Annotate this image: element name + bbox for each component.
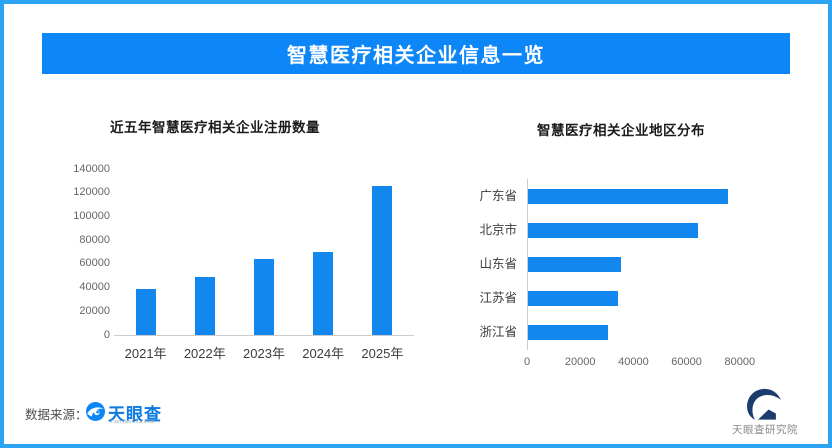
region-chart-x-tick-label: 80000 [724,356,756,368]
registration-chart-y-tick-label: 80000 [79,233,110,246]
region-chart-y-category-label: 山东省 [479,257,517,271]
region-chart-x-tick-label: 60000 [671,356,702,368]
data-source-label: 数据来源： [25,408,88,422]
registration-chart-y-tick-label: 40000 [79,281,110,294]
region-bar [528,188,728,204]
research-institute-logo-text: 天眼查研究院 [732,424,798,436]
registration-chart-x-category-label: 2021年 [124,346,167,361]
research-institute-logo-icon [747,388,781,420]
region-chart-y-category-label: 浙江省 [479,325,517,340]
region-bar [528,222,699,238]
region-bar [528,291,619,307]
region-chart-x-tick-label: 40000 [618,356,649,368]
page-title: 智慧医疗相关企业信息一览 [287,45,545,67]
region-chart-y-category-label: 北京市 [479,222,517,237]
registration-bar [194,276,215,335]
registration-bar [135,288,156,335]
tianyancha-logo-url-text: TianYanCha.com [110,419,156,425]
registration-chart-x-category-label: 2025年 [361,346,404,361]
region-bar [528,325,608,341]
region-chart-x-tick-label: 20000 [564,356,596,368]
registration-chart-x-category-label: 2023年 [243,346,285,361]
region-bar [528,257,622,272]
region-chart-y-axis-line [527,179,528,350]
region-chart-y-category-label: 广东省 [479,188,517,203]
tianyancha-logo-text: 天眼查 [108,405,162,424]
registration-chart-x-category-label: 2024年 [302,346,345,361]
registration-chart-y-tick-label: 100000 [73,209,110,222]
registration-chart-title: 近五年智慧医疗相关企业注册数量 [110,120,320,135]
registration-bar [313,252,334,335]
registration-chart-y-tick-label: 120000 [73,186,110,199]
region-chart-x-tick-label: 0 [523,356,531,368]
registration-chart-y-tick-label: 140000 [73,162,110,175]
registration-chart-y-tick-label: 60000 [79,257,110,270]
region-chart-title: 智慧医疗相关企业地区分布 [537,123,705,138]
registration-chart-y-tick-label: 20000 [79,304,110,317]
registration-bar [372,185,393,335]
registration-bar [254,259,274,335]
registration-chart-x-category-label: 2022年 [183,346,226,361]
region-chart-y-category-label: 江苏省 [479,291,517,306]
registration-chart-y-tick-label: 0 [103,328,110,341]
header-banner: 智慧医疗相关企业信息一览 [42,33,790,74]
tianyancha-logo-icon [86,402,105,421]
registration-chart-x-axis-line [114,335,414,336]
